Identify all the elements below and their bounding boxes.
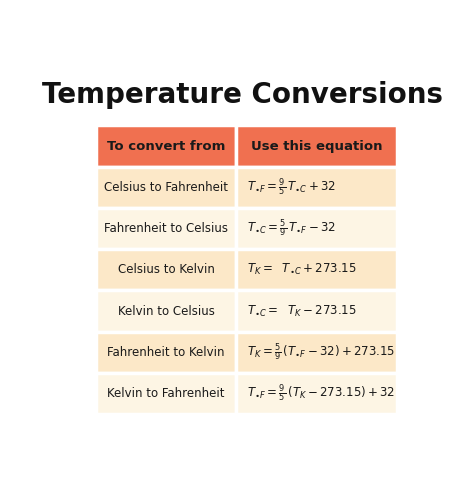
Text: Celsius to Kelvin: Celsius to Kelvin <box>118 264 214 276</box>
Text: $T_{\bullet F} = \frac{9}{5}\, ( T_{K} - 273.15) + 32$: $T_{\bullet F} = \frac{9}{5}\, ( T_{K} -… <box>247 382 395 404</box>
Bar <box>236 332 397 373</box>
Text: Fahrenheit to Celsius: Fahrenheit to Celsius <box>104 222 228 235</box>
Bar <box>96 208 236 249</box>
Text: Kelvin to Celsius: Kelvin to Celsius <box>118 304 214 318</box>
Bar <box>236 373 397 414</box>
Text: $T_{K} =\ \  T_{\bullet C} + 273.15$: $T_{K} =\ \ T_{\bullet C} + 273.15$ <box>247 262 357 278</box>
Bar <box>96 290 236 332</box>
Bar <box>96 249 236 290</box>
Bar <box>96 373 236 414</box>
Text: Fahrenheit to Kelvin: Fahrenheit to Kelvin <box>107 346 225 359</box>
Bar <box>236 126 397 166</box>
Text: To convert from: To convert from <box>107 140 225 152</box>
Text: Celsius to Fahrenheit: Celsius to Fahrenheit <box>104 181 228 194</box>
Bar <box>236 166 397 208</box>
Text: $T_{\bullet C} =\ \  T_{K} - 273.15$: $T_{\bullet C} =\ \ T_{K} - 273.15$ <box>247 304 357 318</box>
Text: $T_{K} = \frac{5}{9}\, ( T_{\bullet F} - 32) +273.15$: $T_{K} = \frac{5}{9}\, ( T_{\bullet F} -… <box>247 342 395 363</box>
Text: Use this equation: Use this equation <box>251 140 383 152</box>
Text: $T_{\bullet F} = \frac{9}{5}\, T_{\bullet C} + 32$: $T_{\bullet F} = \frac{9}{5}\, T_{\bulle… <box>247 176 336 198</box>
Bar <box>236 249 397 290</box>
Text: Kelvin to Fahrenheit: Kelvin to Fahrenheit <box>107 387 225 400</box>
Text: $T_{\bullet C} = \frac{5}{9}\, T_{\bullet F} - 32$: $T_{\bullet C} = \frac{5}{9}\, T_{\bulle… <box>247 218 336 240</box>
Bar <box>236 208 397 249</box>
Bar <box>236 290 397 332</box>
Bar <box>96 166 236 208</box>
Bar <box>96 126 236 166</box>
Bar <box>96 332 236 373</box>
Text: Temperature Conversions: Temperature Conversions <box>43 81 443 109</box>
